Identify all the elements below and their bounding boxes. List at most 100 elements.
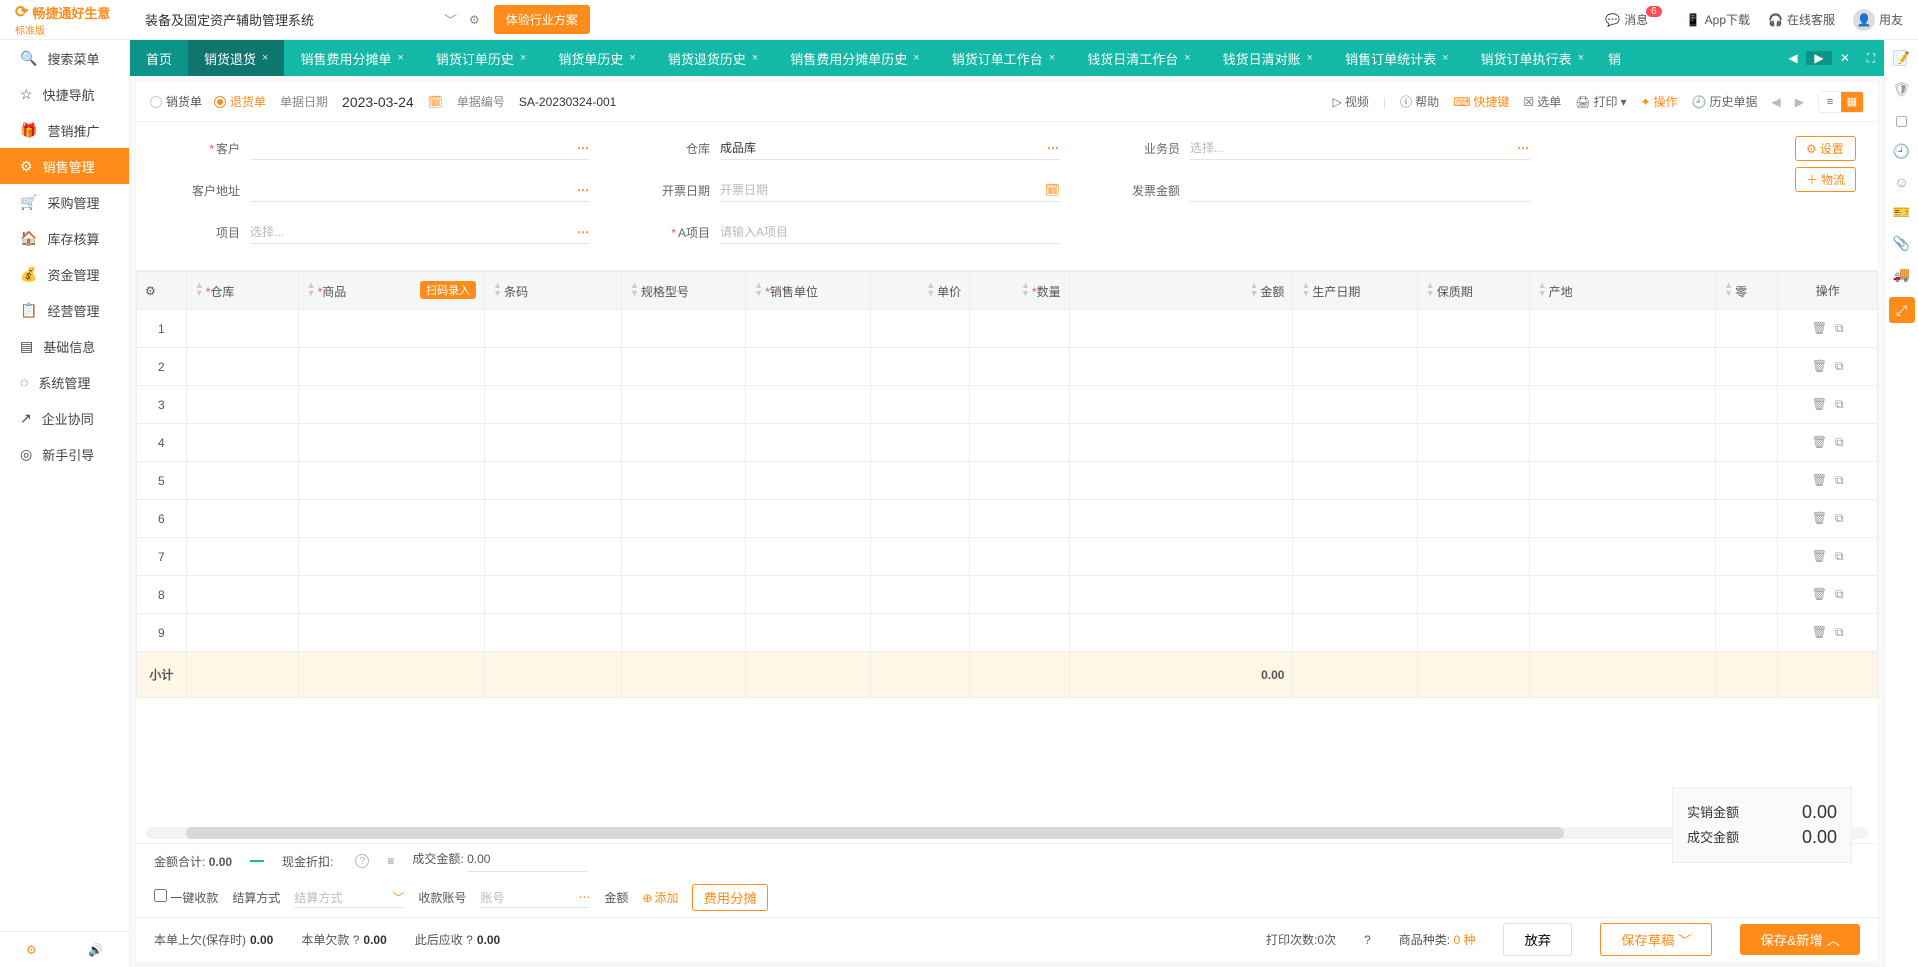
app-download-link[interactable]: 📱 App下载 — [1686, 11, 1750, 28]
rail-history-icon[interactable]: 🕘 — [1893, 143, 1910, 160]
delete-icon[interactable]: 🗑 — [1812, 549, 1827, 563]
field-sales[interactable]: 业务员 选择...⋯ — [1100, 136, 1530, 160]
copy-icon[interactable]: ⧉ — [1835, 321, 1844, 335]
close-icon[interactable]: × — [913, 52, 919, 64]
copy-icon[interactable]: ⧉ — [1835, 473, 1844, 487]
tab-1[interactable]: 销售费用分摊单× — [284, 40, 419, 76]
col-header-11[interactable]: ▲▼产地 — [1529, 272, 1716, 310]
close-icon[interactable]: × — [262, 52, 268, 64]
sidebar-item-11[interactable]: ◎新手引导 — [0, 436, 129, 472]
radio-return[interactable]: 退货单 — [214, 93, 266, 110]
table-row[interactable]: 2🗑⧉ — [137, 348, 1878, 386]
rail-box-icon[interactable]: ▢ — [1895, 112, 1908, 129]
discard-button[interactable]: 放弃 — [1503, 923, 1572, 956]
select-doc-link[interactable]: ☒ 选单 — [1523, 93, 1561, 110]
rail-user-icon[interactable]: ☺ — [1894, 174, 1908, 190]
copy-icon[interactable]: ⧉ — [1835, 397, 1844, 411]
col-header-6[interactable]: ▲▼单价 — [870, 272, 969, 310]
sidebar-item-2[interactable]: 🎁营销推广 — [0, 112, 129, 148]
rail-note-icon[interactable]: 📝 — [1893, 50, 1910, 67]
tab-0[interactable]: 销货退货× — [188, 40, 284, 76]
sidebar-item-9[interactable]: ◌系统管理 — [0, 364, 129, 400]
col-header-12[interactable]: ▲▼零 — [1716, 272, 1778, 310]
settings-icon[interactable]: ⚙ — [26, 943, 37, 957]
col-header-8[interactable]: ▲▼金额 — [1069, 272, 1293, 310]
video-link[interactable]: ▷ 视频 — [1333, 93, 1369, 110]
close-icon[interactable]: × — [1307, 52, 1313, 64]
copy-icon[interactable]: ⧉ — [1835, 435, 1844, 449]
add-payment-button[interactable]: ⊕ 添加 — [642, 889, 678, 906]
onekey-checkbox[interactable]: 一键收款 — [154, 889, 218, 906]
copy-icon[interactable]: ⧉ — [1835, 549, 1844, 563]
close-icon[interactable]: × — [752, 52, 758, 64]
field-invoice-amount[interactable]: 发票金额 — [1100, 178, 1530, 202]
sidebar-item-5[interactable]: 🏠库存核算 — [0, 220, 129, 256]
table-row[interactable]: 8🗑⧉ — [137, 576, 1878, 614]
col-header-4[interactable]: ▲▼规格型号 — [621, 272, 745, 310]
col-header-2[interactable]: ▲▼*商品扫码录入 — [298, 272, 485, 310]
col-header-0[interactable]: ⚙ — [137, 272, 187, 310]
table-row[interactable]: 6🗑⧉ — [137, 500, 1878, 538]
gear-icon[interactable]: ⚙ — [469, 13, 480, 27]
sort-icon[interactable]: ▲▼ — [493, 281, 502, 297]
prev-doc-icon[interactable]: ◀ — [1772, 95, 1781, 109]
sort-icon[interactable]: ▲▼ — [195, 281, 204, 297]
delete-icon[interactable]: 🗑 — [1812, 321, 1827, 335]
view-list-icon[interactable]: ≡ — [1819, 92, 1841, 112]
scan-button[interactable]: 扫码录入 — [420, 281, 476, 299]
close-icon[interactable]: × — [1184, 52, 1190, 64]
fullscreen-icon[interactable]: ⛶ — [1858, 51, 1884, 66]
gear-icon[interactable]: ⚙ — [145, 284, 156, 298]
sidebar-item-6[interactable]: 💰资金管理 — [0, 256, 129, 292]
calendar-icon[interactable]: 🗓 — [428, 95, 443, 109]
col-header-10[interactable]: ▲▼保质期 — [1417, 272, 1529, 310]
tab-next-icon[interactable]: ▶ — [1806, 51, 1832, 65]
copy-icon[interactable]: ⧉ — [1835, 587, 1844, 601]
tab-9[interactable]: 销售订单统计表× — [1329, 40, 1464, 76]
settings-button[interactable]: ⚙ 设置 — [1795, 136, 1856, 161]
sidebar-item-3[interactable]: ⚙销售管理 — [0, 148, 129, 184]
tab-4[interactable]: 销货退货历史× — [652, 40, 774, 76]
sidebar-item-8[interactable]: ▤基础信息 — [0, 328, 129, 364]
sort-icon[interactable]: ▲▼ — [307, 281, 316, 297]
system-dropdown[interactable]: 装备及固定资产辅助管理系统 ﹀ — [145, 10, 457, 29]
copy-icon[interactable]: ⧉ — [1835, 511, 1844, 525]
delete-icon[interactable]: 🗑 — [1812, 587, 1827, 601]
tab-prev-icon[interactable]: ◀ — [1780, 51, 1806, 65]
table-row[interactable]: 1🗑⧉ — [137, 310, 1878, 348]
close-icon[interactable]: × — [629, 52, 635, 64]
close-icon[interactable]: × — [1049, 52, 1055, 64]
tab-overflow[interactable]: 销 — [1600, 40, 1629, 76]
delete-icon[interactable]: 🗑 — [1812, 511, 1827, 525]
close-icon[interactable]: × — [1442, 52, 1448, 64]
field-invoice-date[interactable]: 开票日期 开票日期🗓 — [630, 178, 1060, 202]
tab-home[interactable]: 首页 — [130, 40, 188, 76]
col-header-7[interactable]: ▲▼*数量 — [970, 272, 1069, 310]
deal-amount-input[interactable]: 0.00 — [467, 852, 587, 872]
help-icon[interactable]: ? — [466, 933, 473, 947]
col-header-3[interactable]: ▲▼条码 — [485, 272, 622, 310]
sidebar-item-4[interactable]: 🛒采购管理 — [0, 184, 129, 220]
sort-icon[interactable]: ▲▼ — [630, 281, 639, 297]
messages-link[interactable]: 💬 消息 6 — [1605, 11, 1668, 28]
view-card-icon[interactable]: ▦ — [1841, 92, 1863, 112]
sidebar-item-0[interactable]: 🔍搜索菜单 — [0, 40, 129, 76]
action-link[interactable]: ✦ 操作 — [1640, 93, 1677, 110]
table-row[interactable]: 4🗑⧉ — [137, 424, 1878, 462]
sort-icon[interactable]: ▲▼ — [1724, 281, 1733, 297]
delete-icon[interactable]: 🗑 — [1812, 359, 1827, 373]
copy-icon[interactable]: ⧉ — [1835, 625, 1844, 639]
rail-ticket-icon[interactable]: 🎫 — [1893, 204, 1910, 221]
rail-truck-icon[interactable]: 🚚 — [1893, 266, 1910, 283]
col-header-9[interactable]: ▲▼生产日期 — [1293, 272, 1417, 310]
tab-6[interactable]: 销货订单工作台× — [936, 40, 1071, 76]
col-header-5[interactable]: ▲▼*销售单位 — [746, 272, 870, 310]
sort-icon[interactable]: ▲▼ — [1538, 281, 1547, 297]
industry-plan-button[interactable]: 体验行业方案 — [494, 5, 590, 34]
tab-3[interactable]: 销货单历史× — [542, 40, 651, 76]
sound-icon[interactable]: 🔊 — [88, 943, 103, 957]
shortcut-link[interactable]: ⌨ 快捷键 — [1453, 93, 1509, 110]
sort-icon[interactable]: ▲▼ — [1426, 281, 1435, 297]
col-header-1[interactable]: ▲▼*仓库 — [186, 272, 298, 310]
history-link[interactable]: 🕘 历史单据 — [1692, 93, 1758, 110]
